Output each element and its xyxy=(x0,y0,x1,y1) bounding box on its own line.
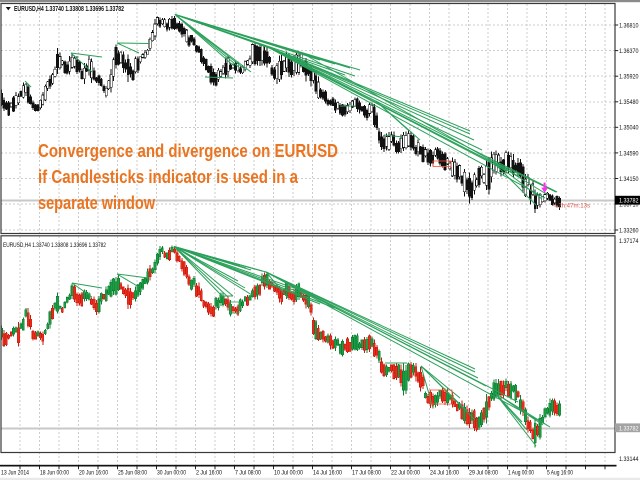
svg-text:2 Jul 16:00: 2 Jul 16:00 xyxy=(196,470,222,477)
svg-text:1.33260: 1.33260 xyxy=(619,227,639,234)
svg-text:7 Jul 08:00: 7 Jul 08:00 xyxy=(235,470,261,477)
svg-text:1.35920: 1.35920 xyxy=(619,74,639,81)
svg-text:EURUSD,H4 1.33740 1.33808 1.33: EURUSD,H4 1.33740 1.33808 1.33696 1.3378… xyxy=(3,242,106,249)
svg-text:1.34150: 1.34150 xyxy=(619,176,639,183)
svg-text:if Candlesticks indicator is u: if Candlesticks indicator is used in a xyxy=(38,166,299,187)
svg-text:30 Jun 00:00: 30 Jun 00:00 xyxy=(157,470,186,477)
svg-text:separate window: separate window xyxy=(38,192,155,213)
svg-text:20 Jun 16:00: 20 Jun 16:00 xyxy=(79,470,108,477)
svg-text:18 Jun 00:00: 18 Jun 00:00 xyxy=(40,470,69,477)
svg-text:1 Aug 00:00: 1 Aug 00:00 xyxy=(508,470,534,477)
svg-text:25 Jun 08:00: 25 Jun 08:00 xyxy=(118,470,147,477)
svg-text:1.37174: 1.37174 xyxy=(619,238,639,245)
svg-text:1.35040: 1.35040 xyxy=(619,125,639,132)
svg-text:29 Jul 08:00: 29 Jul 08:00 xyxy=(469,470,498,477)
svg-text:EURUSD,H4 1.33740 1.33808 1.3: EURUSD,H4 1.33740 1.33808 1.33696 1.3378… xyxy=(14,4,124,13)
svg-text:1.33782: 1.33782 xyxy=(619,425,639,432)
svg-text:17 Jul 08:00: 17 Jul 08:00 xyxy=(352,470,381,477)
svg-text:1.35480: 1.35480 xyxy=(619,99,639,106)
svg-text:14 Jul 16:00: 14 Jul 16:00 xyxy=(313,470,342,477)
svg-text:5 Aug 16:00: 5 Aug 16:00 xyxy=(547,470,573,477)
svg-text:1.36810: 1.36810 xyxy=(619,22,639,29)
svg-text:< 2h:47m:13s: < 2h:47m:13s xyxy=(553,203,591,210)
svg-text:1.33710: 1.33710 xyxy=(619,201,639,208)
svg-text:13 Jun 2014: 13 Jun 2014 xyxy=(1,470,29,477)
svg-text:22 Jul 00:00: 22 Jul 00:00 xyxy=(391,470,420,477)
svg-text:1.33782: 1.33782 xyxy=(619,198,639,205)
svg-text:1.34590: 1.34590 xyxy=(619,150,639,157)
svg-text:Convergence and divergence on: Convergence and divergence on EURUSD xyxy=(38,140,338,161)
svg-text:10 Jul 00:00: 10 Jul 00:00 xyxy=(274,470,303,477)
svg-text:1.36370: 1.36370 xyxy=(619,48,639,55)
svg-text:1.33144: 1.33144 xyxy=(619,456,639,463)
svg-text:24 Jul 16:00: 24 Jul 16:00 xyxy=(430,470,459,477)
